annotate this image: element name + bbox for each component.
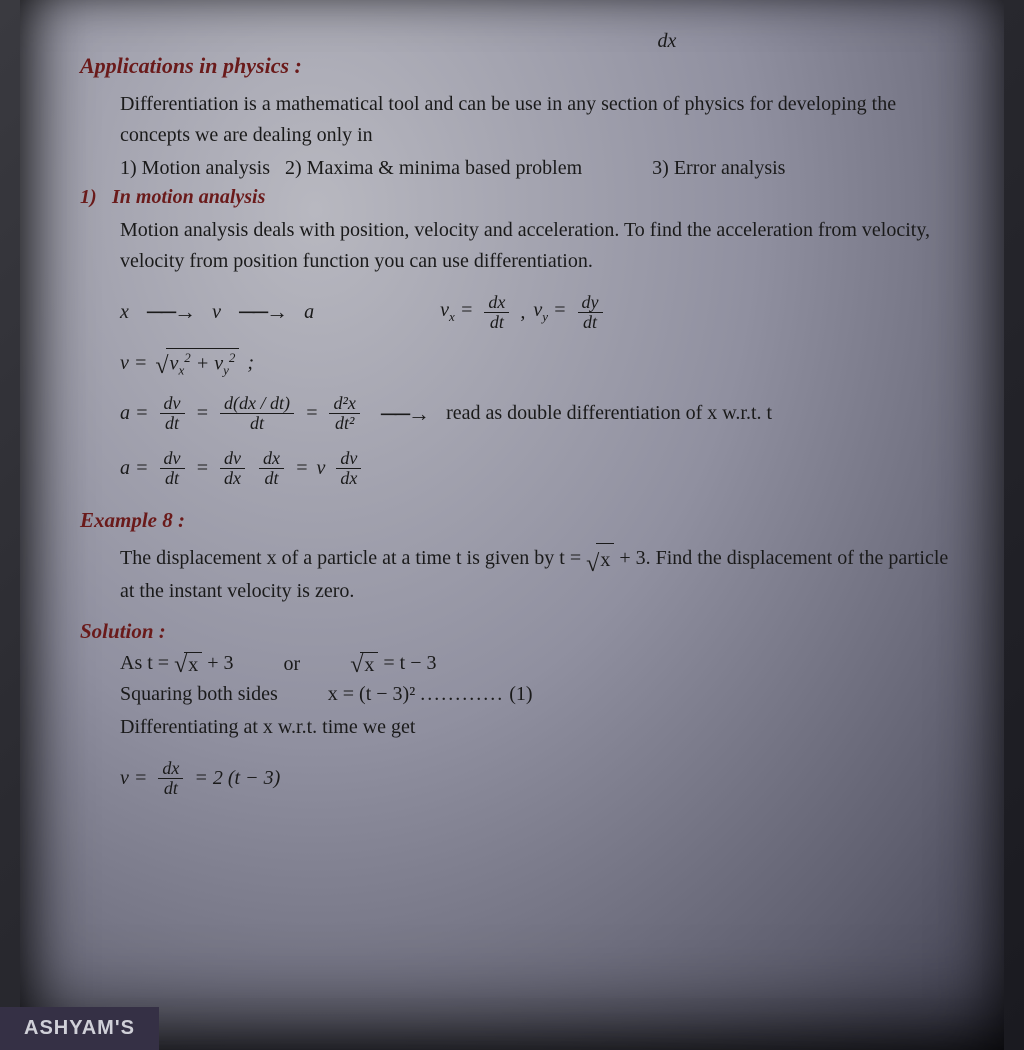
eq-speed-magnitude: v = √ vx2 + vy2 ; bbox=[120, 348, 954, 379]
frac-dy-dt: dy dt bbox=[578, 293, 603, 332]
intro-paragraph: Differentiation is a mathematical tool a… bbox=[120, 89, 954, 151]
arrow-icon: ──→ bbox=[381, 401, 428, 427]
frac-dx-dt-sol: dx dt bbox=[158, 759, 183, 798]
solution-label: Solution : bbox=[80, 619, 954, 644]
solution-velocity-eq: v = dx dt = 2 (t − 3) bbox=[120, 759, 954, 798]
frac-dx-dt-2: dx dt bbox=[259, 449, 284, 488]
example-text: The displacement x of a particle at a ti… bbox=[120, 543, 954, 607]
application-list: 1) Motion analysis 2) Maxima & minima ba… bbox=[120, 157, 954, 180]
a-lhs: a = bbox=[120, 402, 149, 425]
vy-lhs: vy = bbox=[533, 299, 566, 325]
frac-dv-dt-2: dv dt bbox=[160, 449, 185, 488]
frac-dv-dx-2: dv dx bbox=[336, 449, 361, 488]
speed-lhs: v = bbox=[120, 352, 147, 375]
solution-diff-line: Differentiating at x w.r.t. time we get bbox=[120, 712, 954, 743]
sym-v-2: v bbox=[317, 457, 326, 480]
example-label: Example 8 : bbox=[80, 508, 954, 533]
frac-dx-dt: dx dt bbox=[484, 293, 509, 332]
eq-chain-and-components: x ──→ v ──→ a vx = dx dt , vy = dy dt bbox=[120, 293, 954, 332]
frac-ddxdt-dt: d(dx / dt) dt bbox=[220, 394, 294, 433]
sym-v: v bbox=[212, 301, 221, 324]
semicolon: ; bbox=[247, 352, 254, 375]
eq-acceleration: a = dv dt = d(dx / dt) dt = d²x dt² ──→ … bbox=[120, 394, 954, 433]
subsection-number: 1) bbox=[80, 186, 108, 209]
publisher-footer: ASHYAM'S bbox=[0, 1007, 159, 1050]
solution-line-2: Squaring both sides x = (t − 3)² .......… bbox=[120, 683, 954, 706]
item-error: 3) Error analysis bbox=[652, 157, 785, 179]
textbook-page: dx Applications in physics : Differentia… bbox=[20, 0, 1004, 1050]
squaring-text: Squaring both sides bbox=[120, 683, 278, 706]
sqrt-icon: √ vx2 + vy2 bbox=[155, 348, 239, 379]
double-diff-note: read as double differentiation of x w.r.… bbox=[446, 402, 772, 425]
subsection-heading: In motion analysis bbox=[112, 186, 265, 208]
motion-paragraph: Motion analysis deals with position, vel… bbox=[120, 215, 954, 277]
comma: , bbox=[520, 301, 525, 324]
arrow-icon: ──→ bbox=[147, 299, 194, 325]
frac-dv-dx: dv dx bbox=[220, 449, 245, 488]
solution-line-1: As t = √x + 3 or √x = t − 3 bbox=[120, 652, 954, 677]
frac-dv-dt: dv dt bbox=[160, 394, 185, 433]
residual-dx: dx bbox=[380, 30, 954, 53]
eq-acceleration-chain: a = dv dt = dv dx dx dt = v dv dx bbox=[120, 449, 954, 488]
item-maxima: 2) Maxima & minima based problem bbox=[285, 157, 582, 179]
or-text: or bbox=[284, 653, 301, 676]
a-lhs-2: a = bbox=[120, 457, 149, 480]
sym-x: x bbox=[120, 301, 129, 324]
subsection-row: 1) In motion analysis bbox=[80, 186, 954, 209]
sym-a: a bbox=[304, 301, 314, 324]
section-heading: Applications in physics : bbox=[80, 53, 954, 79]
sqrt-icon: √x bbox=[586, 543, 614, 576]
frac-d2x-dt2: d²x dt² bbox=[329, 394, 359, 433]
item-motion: 1) Motion analysis bbox=[120, 157, 270, 179]
vx-lhs: vx = bbox=[440, 299, 473, 325]
arrow-icon: ──→ bbox=[239, 299, 286, 325]
